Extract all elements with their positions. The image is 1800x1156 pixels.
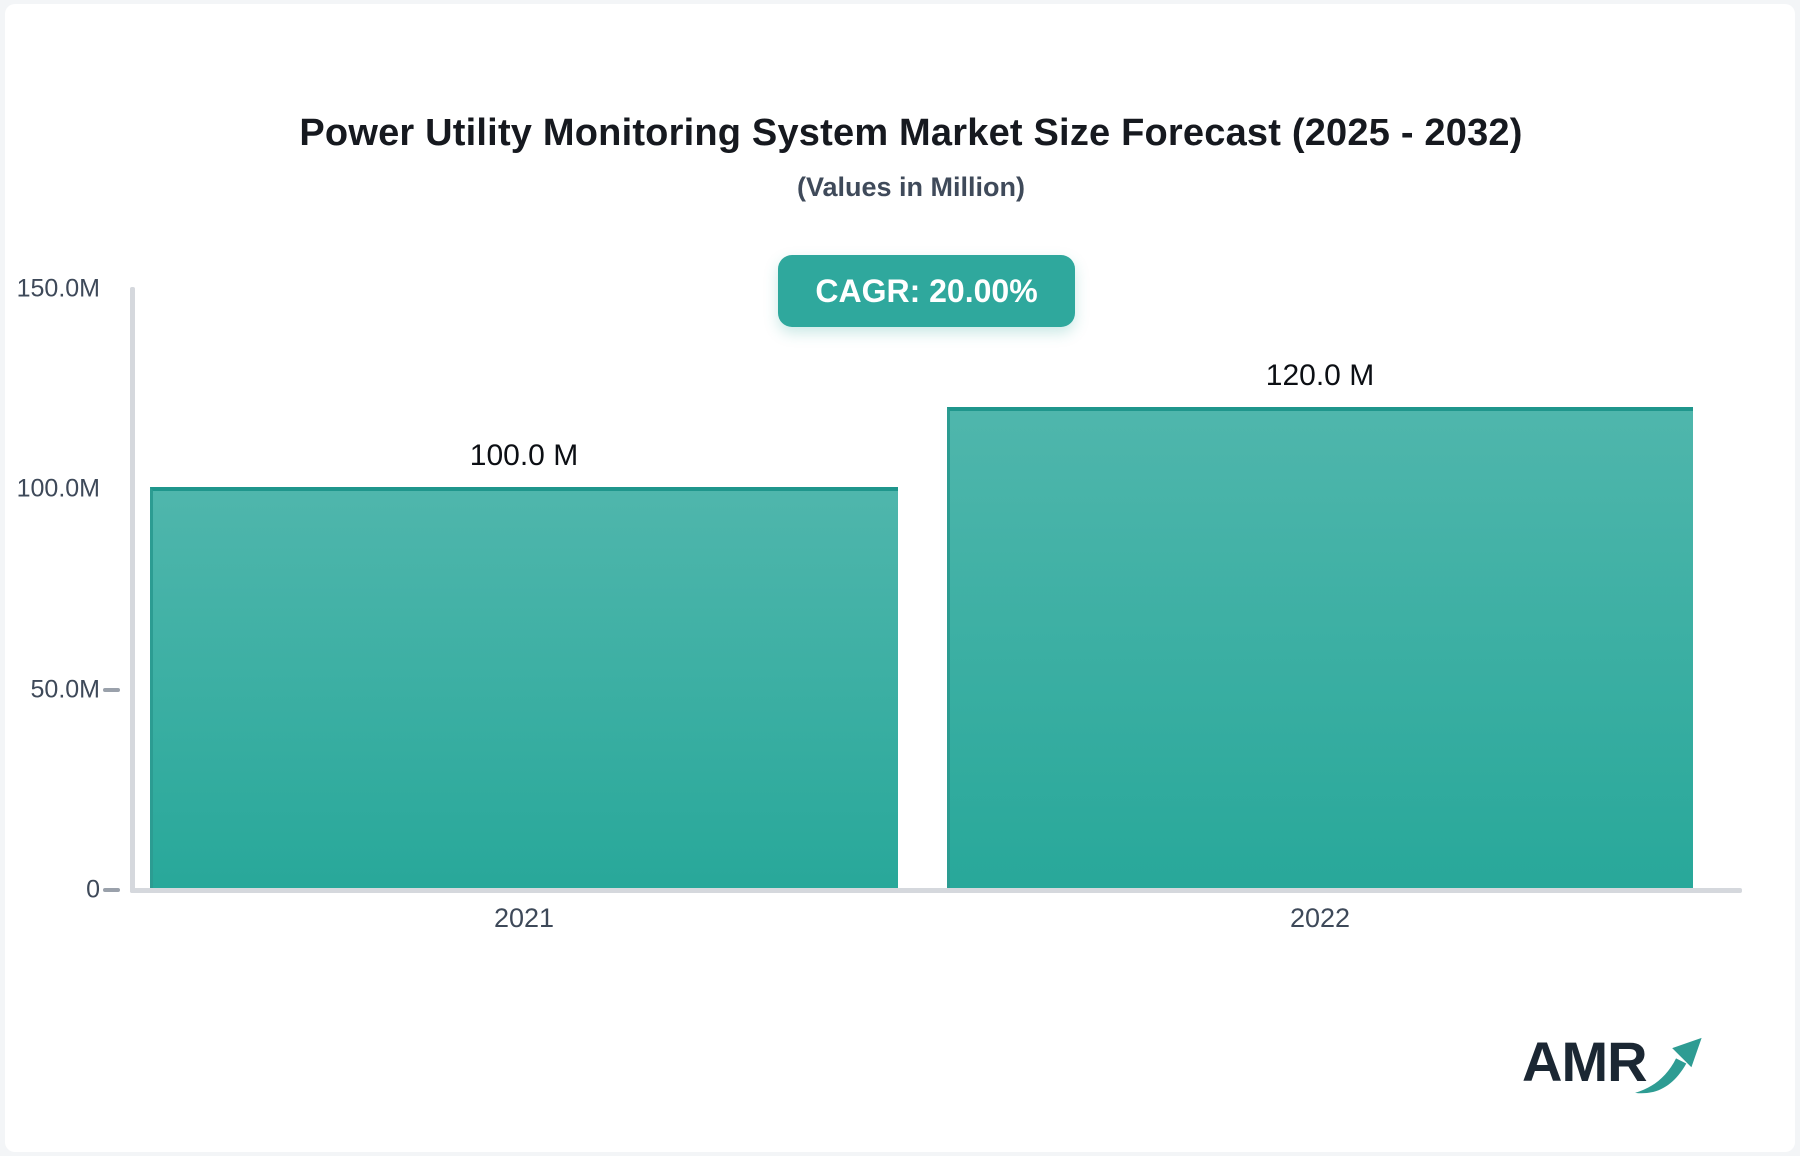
chart-title: Power Utility Monitoring System Market S… [299,112,1523,154]
y-axis-line [130,287,135,893]
amr-logo-text: AMR [1522,1030,1648,1093]
y-axis-tick-mark [103,687,120,692]
y-axis-tick-label: 100.0M [16,474,100,503]
amr-logo: AMR [1522,1028,1702,1100]
y-axis-tick-mark [103,888,120,892]
x-axis-category-label: 2022 [1289,903,1351,933]
growth-arrow-icon [1635,1037,1702,1094]
bar-value-label: 100.0 M [469,439,579,472]
chart-subtitle: (Values in Million) [796,172,1026,202]
y-axis-tick-label: 50.0M [30,675,100,704]
bar-2022 [947,407,1693,888]
x-axis-line [130,888,1742,893]
bar-2021 [150,487,898,888]
cagr-badge: CAGR: 20.00% [778,255,1075,327]
x-axis-category-label: 2021 [493,903,555,933]
y-axis-tick-label: 0 [86,875,100,904]
bar-value-label: 120.0 M [1265,359,1375,392]
y-axis-tick-label: 150.0M [16,274,100,303]
